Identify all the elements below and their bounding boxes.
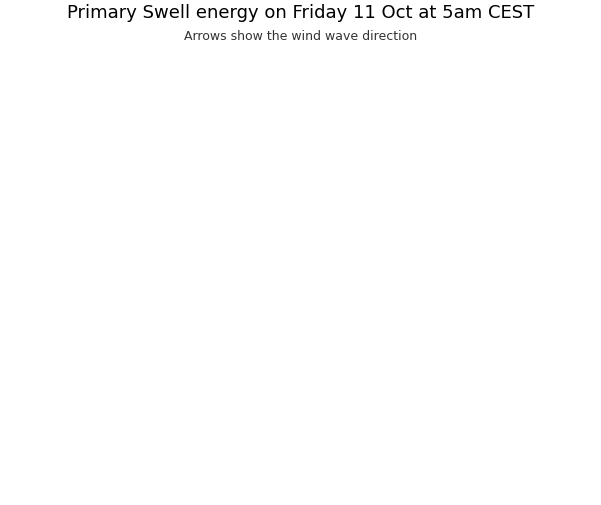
Text: Arrows show the wind wave direction: Arrows show the wind wave direction xyxy=(184,30,417,43)
Text: cartopy not available: cartopy not available xyxy=(227,269,374,283)
Text: Primary Swell energy on Friday 11 Oct at 5am CEST: Primary Swell energy on Friday 11 Oct at… xyxy=(67,4,534,22)
